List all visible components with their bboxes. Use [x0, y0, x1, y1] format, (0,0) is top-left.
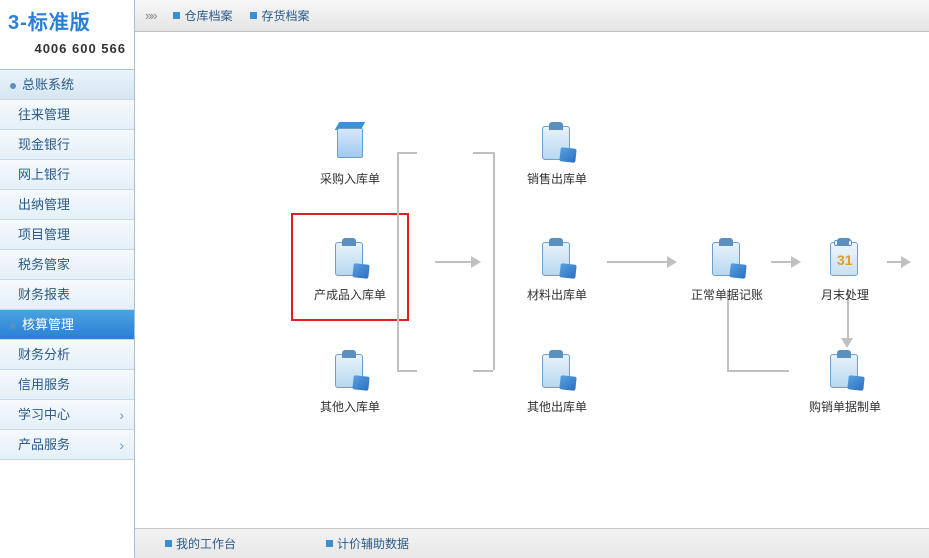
sidebar-item-1[interactable]: 往来管理: [0, 100, 134, 130]
main-area: »» 仓库档案 存货档案 采购入库单产成品入库单其他入库单 销售出库单材料出库单其…: [135, 0, 929, 558]
flow-node-n10[interactable]: 购销单据制单: [795, 350, 895, 415]
arrow-right-icon: [667, 256, 677, 268]
clip-icon: [532, 122, 582, 164]
sidebar-item-3[interactable]: 网上银行: [0, 160, 134, 190]
flow-node-n1[interactable]: 采购入库单: [300, 122, 400, 187]
connector-h-4: [473, 152, 493, 154]
connector-h-11: [727, 370, 789, 372]
flow-node-n2[interactable]: 产成品入库单: [300, 238, 400, 303]
flow-node-n9[interactable]: 31月末结账: [905, 238, 929, 303]
bullet-icon: [326, 540, 333, 547]
connector-arrow-line-7: [607, 261, 667, 263]
toolbar-link-label: 存货档案: [261, 7, 309, 24]
sidebar-item-0[interactable]: 总账系统: [0, 70, 134, 100]
sidebar-item-10[interactable]: 信用服务: [0, 370, 134, 400]
sidebar: 3-标准版 4006 600 566 总账系统往来管理现金银行网上银行出纳管理项…: [0, 0, 135, 558]
flow-canvas: 采购入库单产成品入库单其他入库单销售出库单材料出库单其他出库单正常单据记账31月…: [135, 32, 929, 528]
box-icon: [325, 122, 375, 164]
logo-area: 3-标准版 4006 600 566: [0, 0, 134, 70]
support-phone: 4006 600 566: [8, 41, 126, 56]
toolbar: »» 仓库档案 存货档案: [135, 0, 929, 32]
sidebar-item-7[interactable]: 财务报表: [0, 280, 134, 310]
bottom-link-label: 计价辅助数据: [337, 535, 409, 552]
arrow-down-icon: [841, 338, 853, 348]
sidebar-item-9[interactable]: 财务分析: [0, 340, 134, 370]
clip-icon: [325, 238, 375, 280]
bottom-bar: 我的工作台 计价辅助数据: [135, 528, 929, 558]
flow-node-n4[interactable]: 销售出库单: [507, 122, 607, 187]
sidebar-item-4[interactable]: 出纳管理: [0, 190, 134, 220]
sidebar-item-5[interactable]: 项目管理: [0, 220, 134, 250]
flow-node-label: 产成品入库单: [300, 286, 400, 303]
sidebar-nav: 总账系统往来管理现金银行网上银行出纳管理项目管理税务管家财务报表核算管理财务分析…: [0, 70, 134, 558]
connector-h-3: [397, 370, 417, 372]
connector-h-2: [397, 152, 417, 154]
sidebar-item-12[interactable]: 产品服务: [0, 430, 134, 460]
clip-icon: [532, 238, 582, 280]
connector-h-5: [473, 370, 493, 372]
clip-icon: [702, 238, 752, 280]
logo-text: 3-标准版: [8, 6, 126, 35]
flow-node-label: 材料出库单: [507, 286, 607, 303]
flow-node-label: 其他出库单: [507, 398, 607, 415]
expand-icon[interactable]: »»: [145, 8, 155, 23]
flow-node-label: 其他入库单: [300, 398, 400, 415]
arrow-right-icon: [471, 256, 481, 268]
flow-node-label: 采购入库单: [300, 170, 400, 187]
flow-node-label: 月末结账: [905, 286, 929, 303]
toolbar-link-inventory[interactable]: 存货档案: [250, 7, 309, 24]
toolbar-link-warehouse[interactable]: 仓库档案: [173, 7, 232, 24]
bottom-link-pricing[interactable]: 计价辅助数据: [326, 535, 409, 552]
flow-node-n3[interactable]: 其他入库单: [300, 350, 400, 415]
bottom-link-workbench[interactable]: 我的工作台: [165, 535, 236, 552]
clip-icon: [820, 350, 870, 392]
cal-icon: 31: [820, 238, 870, 280]
sidebar-item-6[interactable]: 税务管家: [0, 250, 134, 280]
connector-arrow-line-6: [435, 261, 471, 263]
toolbar-link-label: 仓库档案: [184, 7, 232, 24]
flow-node-label: 月末处理: [795, 286, 895, 303]
flow-node-n6[interactable]: 其他出库单: [507, 350, 607, 415]
flow-node-label: 购销单据制单: [795, 398, 895, 415]
flow-node-n5[interactable]: 材料出库单: [507, 238, 607, 303]
clip-icon: [532, 350, 582, 392]
bottom-link-label: 我的工作台: [176, 535, 236, 552]
bullet-icon: [173, 12, 180, 19]
flow-node-label: 销售出库单: [507, 170, 607, 187]
sidebar-item-2[interactable]: 现金银行: [0, 130, 134, 160]
bullet-icon: [165, 540, 172, 547]
sidebar-item-11[interactable]: 学习中心: [0, 400, 134, 430]
flow-node-n8[interactable]: 31 月末处理: [795, 238, 895, 303]
flow-node-label: 正常单据记账: [677, 286, 777, 303]
bullet-icon: [250, 12, 257, 19]
connector-v-1: [493, 152, 495, 370]
sidebar-item-8[interactable]: 核算管理: [0, 310, 134, 340]
clip-icon: [325, 350, 375, 392]
flow-node-n7[interactable]: 正常单据记账: [677, 238, 777, 303]
